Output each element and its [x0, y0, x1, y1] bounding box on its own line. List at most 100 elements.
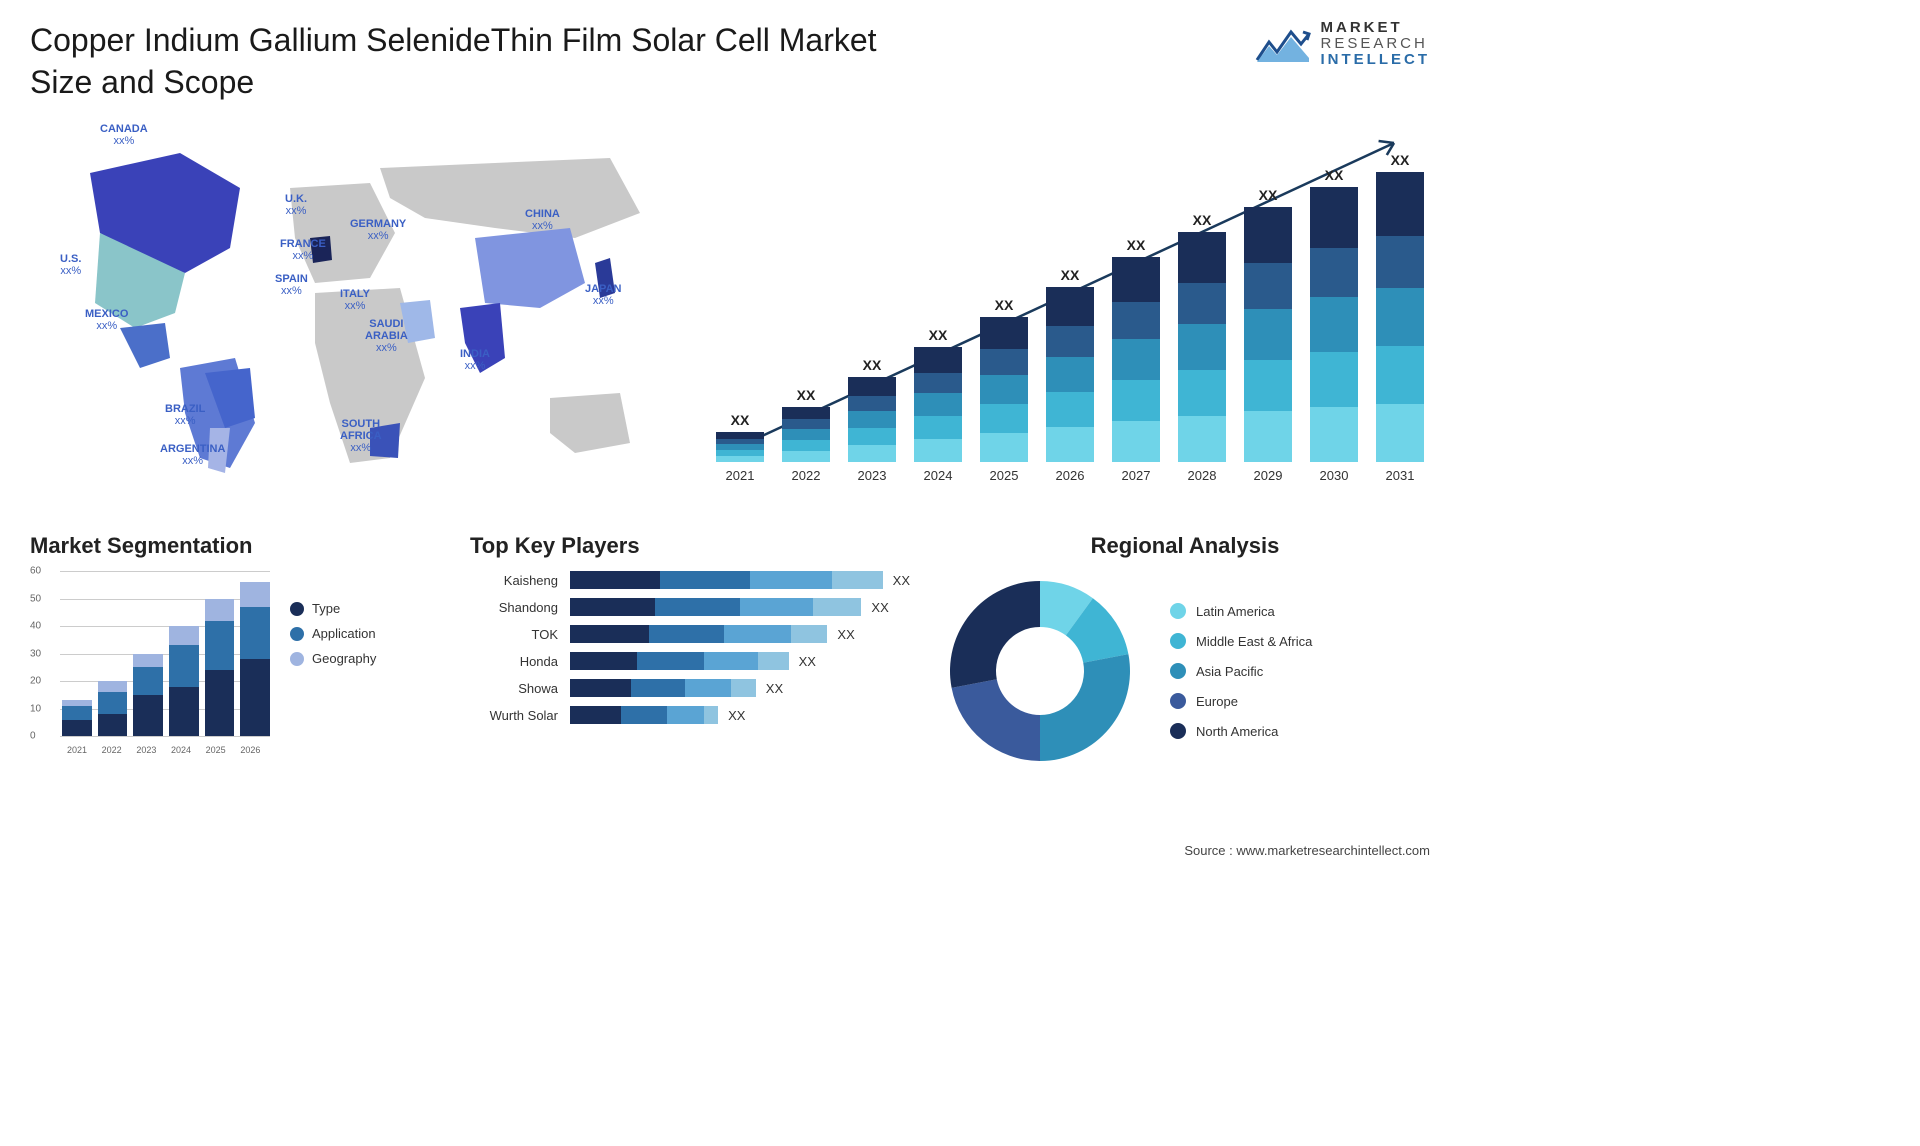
growth-year-label: 2030	[1320, 468, 1349, 483]
growth-bar-2021: XX2021	[710, 412, 770, 483]
growth-bar-value: XX	[1061, 267, 1080, 283]
player-value: XX	[766, 681, 783, 696]
growth-bar-chart: XX2021XX2022XX2023XX2024XX2025XX2026XX20…	[710, 123, 1430, 503]
player-value: XX	[728, 708, 745, 723]
growth-bar-2024: XX2024	[908, 327, 968, 483]
logo-text-2: RESEARCH	[1321, 36, 1431, 52]
segmentation-legend: Type Application Geography	[290, 571, 376, 761]
seg-ytick: 50	[30, 593, 41, 604]
map-label-us: U.S.xx%	[60, 253, 81, 277]
growth-bar-value: XX	[1325, 167, 1344, 183]
seg-xlabel: 2024	[166, 745, 196, 755]
map-label-saudiarabia: SAUDIARABIAxx%	[365, 318, 408, 354]
segmentation-chart: 0102030405060202120222023202420252026	[30, 571, 270, 761]
growth-bar-value: XX	[1391, 152, 1410, 168]
seg-ytick: 10	[30, 703, 41, 714]
donut-slice-asia-pacific	[1040, 654, 1130, 761]
player-name: TOK	[470, 627, 570, 642]
growth-bar-2023: XX 2023	[842, 357, 902, 483]
player-name: Honda	[470, 654, 570, 669]
region-legend-europe: Europe	[1170, 693, 1312, 709]
map-label-mexico: MEXICOxx%	[85, 308, 128, 332]
growth-bar-2022: XX2022	[776, 387, 836, 483]
map-label-argentina: ARGENTINAxx%	[160, 443, 225, 467]
seg-bar-2022	[98, 681, 128, 736]
growth-bar-2026: XX 2026	[1040, 267, 1100, 483]
seg-bar-2025	[205, 599, 235, 737]
regional-donut-chart	[940, 571, 1140, 771]
region-legend-middle-east---africa: Middle East & Africa	[1170, 633, 1312, 649]
seg-xlabel: 2021	[62, 745, 92, 755]
world-map: CANADAxx% U.S.xx% MEXICOxx% BRAZILxx% ARGENT…	[30, 123, 670, 503]
seg-legend-geography: Geography	[290, 651, 376, 666]
map-label-southafrica: SOUTHAFRICAxx%	[340, 418, 382, 454]
seg-bar-2023	[133, 654, 163, 737]
donut-slice-north-america	[950, 581, 1040, 688]
map-region-cn	[475, 228, 585, 308]
growth-bar-value: XX	[929, 327, 948, 343]
seg-bar-2026	[240, 582, 270, 736]
map-label-japan: JAPANxx%	[585, 283, 621, 307]
seg-ytick: 0	[30, 731, 36, 742]
player-row-honda: Honda XX	[470, 652, 910, 670]
growth-bar-2025: XX 2025	[974, 297, 1034, 483]
map-region-au	[550, 393, 630, 453]
player-row-shandong: Shandong XX	[470, 598, 910, 616]
map-label-italy: ITALYxx%	[340, 288, 370, 312]
player-name: Kaisheng	[470, 573, 570, 588]
map-label-brazil: BRAZILxx%	[165, 403, 205, 427]
growth-year-label: 2025	[990, 468, 1019, 483]
growth-bar-value: XX	[1193, 212, 1212, 228]
growth-bar-value: XX	[1127, 237, 1146, 253]
source-attribution: Source : www.marketresearchintellect.com	[1184, 843, 1430, 858]
player-row-wurth-solar: Wurth Solar XX	[470, 706, 910, 724]
segmentation-panel: Market Segmentation 01020304050602021202…	[30, 533, 440, 771]
seg-legend-type: Type	[290, 601, 376, 616]
brand-logo: MARKET RESEARCH INTELLECT	[1255, 20, 1431, 67]
seg-legend-application: Application	[290, 626, 376, 641]
player-name: Wurth Solar	[470, 708, 570, 723]
growth-bar-2028: XX2028	[1172, 212, 1232, 483]
map-label-canada: CANADAxx%	[100, 123, 148, 147]
map-label-germany: GERMANYxx%	[350, 218, 406, 242]
growth-year-label: 2023	[858, 468, 887, 483]
seg-xlabel: 2026	[235, 745, 265, 755]
seg-ytick: 60	[30, 566, 41, 577]
growth-bar-value: XX	[1259, 187, 1278, 203]
player-row-tok: TOK XX	[470, 625, 910, 643]
key-players-panel: Top Key Players KaishengXXShandongXXTOKX…	[470, 533, 910, 771]
region-legend-north-america: North America	[1170, 723, 1312, 739]
seg-ytick: 40	[30, 621, 41, 632]
map-label-india: INDIAxx%	[460, 348, 490, 372]
seg-ytick: 20	[30, 676, 41, 687]
growth-bar-2030: XX 2030	[1304, 167, 1364, 483]
seg-xlabel: 2025	[201, 745, 231, 755]
player-name: Shandong	[470, 600, 570, 615]
seg-xlabel: 2023	[131, 745, 161, 755]
growth-bar-2031: XX 2031	[1370, 152, 1430, 483]
player-value: XX	[871, 600, 888, 615]
player-row-showa: ShowaXX	[470, 679, 910, 697]
map-label-uk: U.K.xx%	[285, 193, 307, 217]
map-label-spain: SPAINxx%	[275, 273, 308, 297]
player-value: XX	[799, 654, 816, 669]
growth-year-label: 2027	[1122, 468, 1151, 483]
growth-bar-value: XX	[995, 297, 1014, 313]
player-value: XX	[837, 627, 854, 642]
seg-bar-2024	[169, 626, 199, 736]
logo-icon	[1255, 24, 1311, 64]
growth-bar-2029: XX 2029	[1238, 187, 1298, 483]
map-label-china: CHINAxx%	[525, 208, 560, 232]
growth-bar-value: XX	[863, 357, 882, 373]
growth-year-label: 2029	[1254, 468, 1283, 483]
region-legend-asia-pacific: Asia Pacific	[1170, 663, 1312, 679]
growth-year-label: 2031	[1386, 468, 1415, 483]
key-players-chart: KaishengXXShandongXXTOKXXHondaXXShowaXXW…	[470, 571, 910, 724]
seg-xlabel: 2022	[97, 745, 127, 755]
player-value: XX	[893, 573, 910, 588]
growth-bar-value: XX	[797, 387, 816, 403]
growth-year-label: 2026	[1056, 468, 1085, 483]
player-row-kaisheng: Kaisheng XX	[470, 571, 910, 589]
segmentation-title: Market Segmentation	[30, 533, 440, 559]
growth-bar-2027: XX 2027	[1106, 237, 1166, 483]
